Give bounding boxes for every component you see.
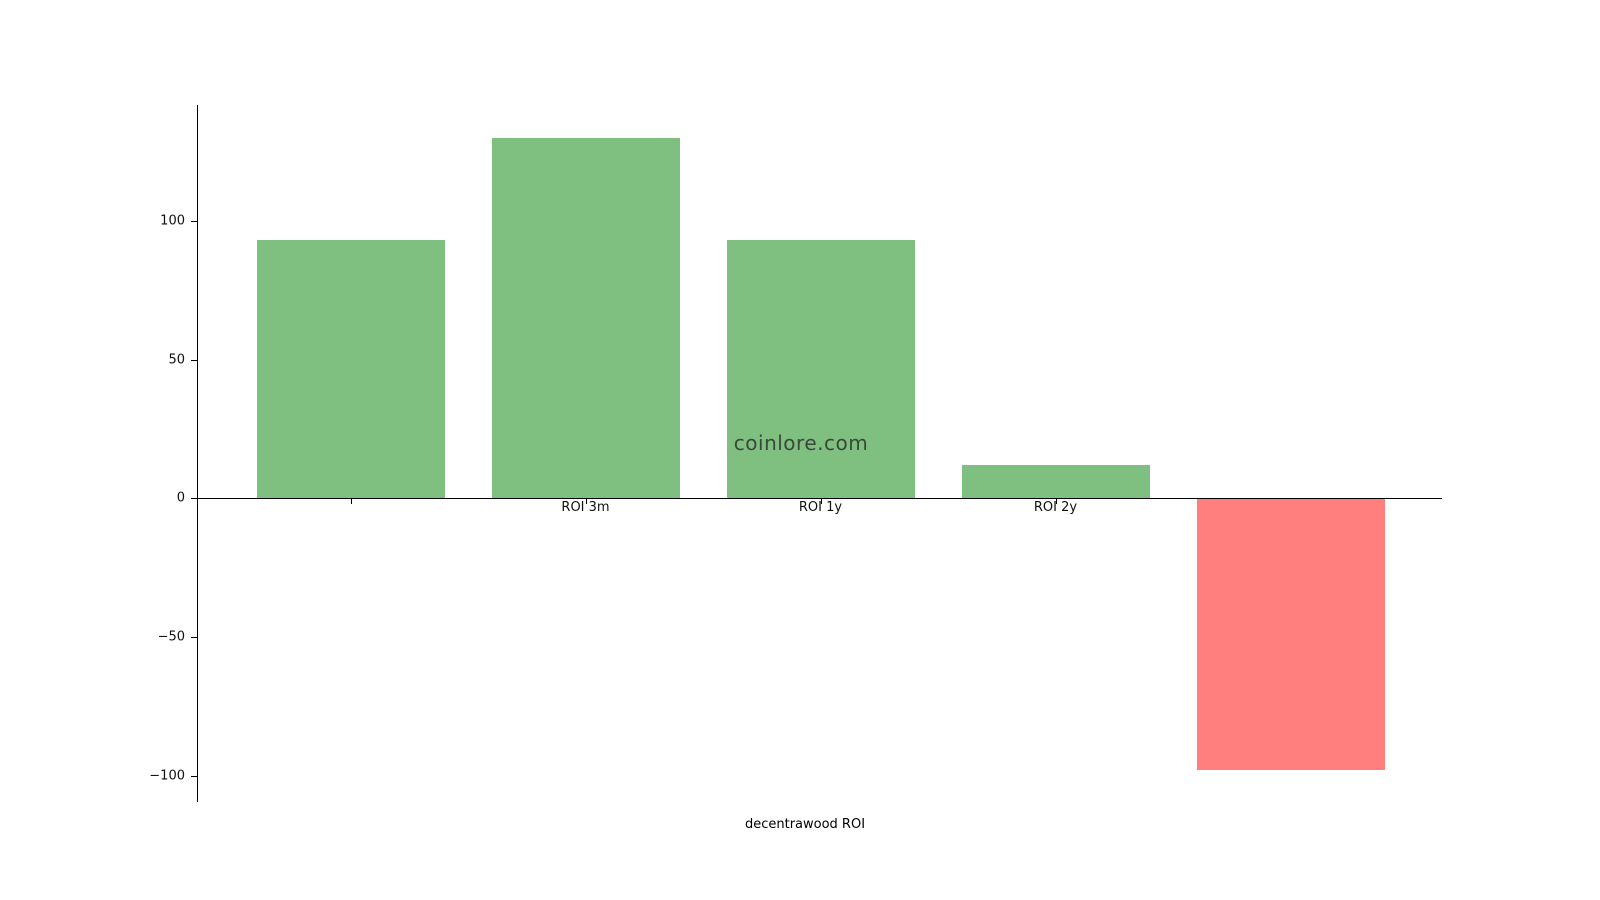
y-tick-label: −100	[149, 768, 185, 784]
bar	[726, 240, 915, 499]
bar	[961, 465, 1150, 499]
y-axis-spine	[197, 105, 198, 802]
x-tick-mark	[820, 499, 822, 505]
bar	[1196, 498, 1385, 771]
y-tick-mark	[191, 359, 197, 361]
bar	[256, 240, 445, 499]
y-tick-mark	[191, 775, 197, 777]
x-tick-label: ROI 3m	[561, 500, 610, 516]
watermark: coinlore.com	[733, 431, 869, 455]
x-tick-label: ROI 1y	[798, 500, 843, 516]
y-tick-label: 100	[160, 213, 185, 229]
x-axis-line	[197, 498, 1442, 500]
chart-title: decentrawood ROI	[744, 817, 866, 832]
bar	[491, 137, 680, 499]
x-tick-label: ROI 2y	[1033, 500, 1078, 516]
x-tick-mark	[350, 499, 352, 505]
y-tick-mark	[191, 498, 197, 500]
x-tick-mark	[1055, 499, 1057, 505]
y-tick-mark	[191, 637, 197, 639]
x-tick-mark	[585, 499, 587, 505]
y-tick-label: 50	[168, 352, 185, 368]
y-tick-label: −50	[157, 629, 185, 645]
y-tick-label: 0	[176, 490, 185, 506]
y-tick-mark	[191, 220, 197, 222]
